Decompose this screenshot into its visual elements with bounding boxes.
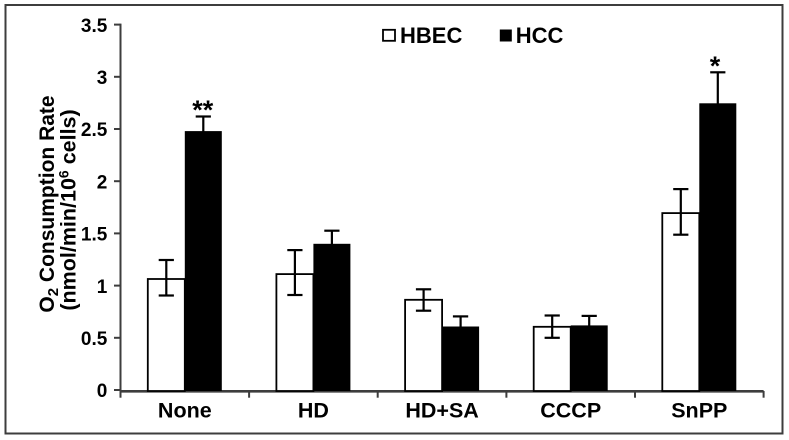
svg-text:1.5: 1.5 [81, 225, 108, 246]
svg-text:*: * [710, 51, 721, 81]
svg-text:(nmol/min/106 cells): (nmol/min/106 cells) [56, 109, 81, 310]
svg-text:**: ** [192, 95, 214, 125]
svg-text:0.5: 0.5 [81, 329, 108, 350]
svg-text:3.5: 3.5 [81, 16, 108, 37]
svg-text:1: 1 [97, 277, 108, 298]
svg-text:2: 2 [97, 172, 108, 193]
svg-text:CCCP: CCCP [540, 398, 601, 422]
svg-text:HD: HD [298, 398, 329, 422]
svg-text:3: 3 [97, 68, 108, 89]
svg-text:HD+SA: HD+SA [405, 398, 478, 422]
svg-text:HCC: HCC [516, 23, 564, 48]
svg-text:0: 0 [97, 381, 108, 402]
svg-text:None: None [158, 398, 212, 422]
svg-text:2.5: 2.5 [81, 120, 108, 141]
svg-text:SnPP: SnPP [671, 398, 727, 422]
svg-text:HBEC: HBEC [400, 23, 462, 48]
svg-text:O2 Consumption Rate: O2 Consumption Rate [36, 95, 62, 312]
